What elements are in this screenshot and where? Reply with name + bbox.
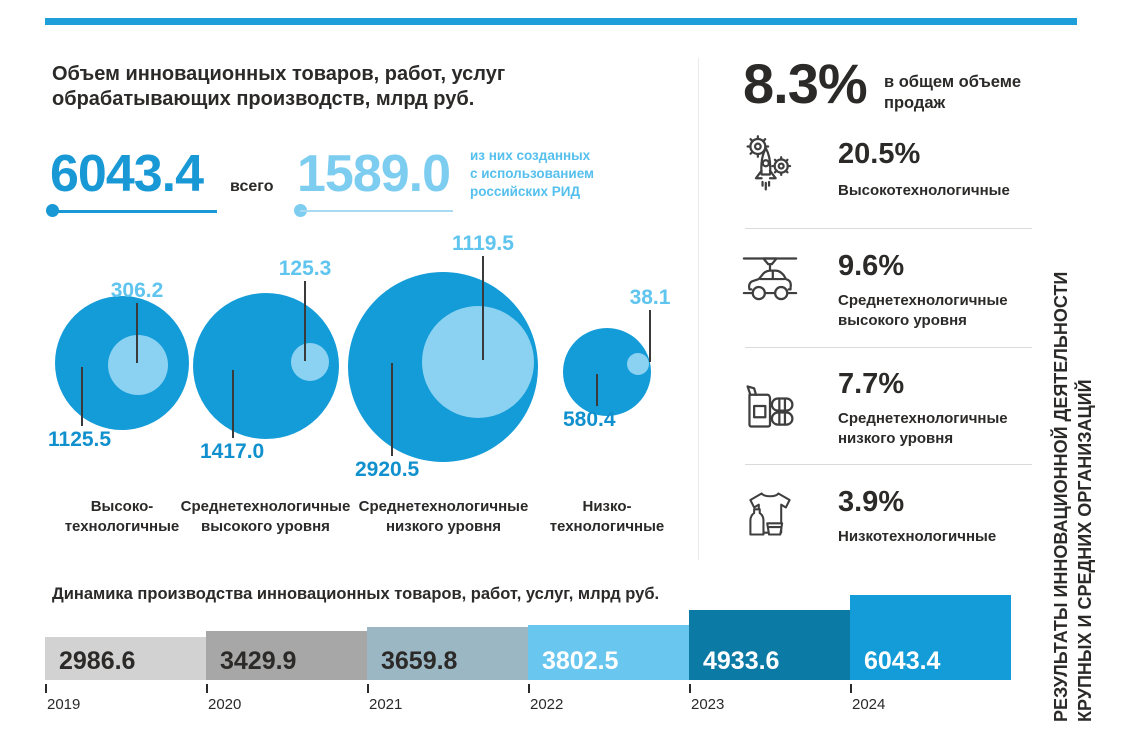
section-divider [698,58,699,560]
bar-2024: 6043.4 [850,595,1011,680]
bubble-rid-lowtech [627,353,649,375]
axis-year-label: 2019 [47,696,81,713]
bar-2022: 3802.5 [528,625,689,680]
bubble-category-label: Высоко- технологичные [64,498,180,536]
sidebar-caption-line1: РЕЗУЛЬТАТЫ ИННОВАЦИОННОЙ ДЕЯТЕЛЬНОСТИ [1051,271,1071,722]
bar-2023: 4933.6 [689,610,850,680]
sidebar-caption: РЕЗУЛЬТАТЫ ИННОВАЦИОННОЙ ДЕЯТЕЛЬНОСТИ КР… [1050,236,1098,722]
row-separator [745,464,1032,465]
leader-line [391,363,393,456]
top-accent-bar [45,18,1077,25]
bar-value: 6043.4 [864,647,941,675]
bubble-total-value: 2920.5 [355,458,420,481]
row-separator [745,347,1032,348]
axis-tick [206,684,208,693]
leader-line [596,374,598,406]
kpi-total-label: всего [230,178,274,195]
sidebar-caption-line2: КРУПНЫХ И СРЕДНИХ ОРГАНИЗАЦИЙ [1074,379,1095,722]
share-item-label: Среднетехнологичные низкого уровня [838,410,1008,448]
share-item-value: 9.6% [838,250,905,282]
bubble-rid-midtech-high [291,343,329,381]
consumer-goods-icon [742,486,798,547]
kpi-total-underline [52,210,217,213]
fuel-canister-icon [742,378,798,439]
share-headline-value: 8.3% [743,52,868,115]
share-item-value: 7.7% [838,368,905,400]
leader-line [232,370,234,438]
share-headline-label: в общем объеме продаж [884,73,1022,112]
bubble-rid-hightech [108,335,168,395]
leader-line [482,256,484,360]
bubble-total-value: 1417.0 [200,440,265,463]
leader-line [81,367,83,426]
kpi-total-value: 6043.4 [50,145,204,203]
axis-year-label: 2024 [852,696,886,713]
bar-2020: 3429.9 [206,631,367,680]
bar-value: 3802.5 [542,647,619,675]
axis-tick [528,684,530,693]
page-title: Объем инновационных товаров, работ, услу… [52,63,506,110]
share-item-label: Среднетехнологичные высокого уровня [838,292,1008,330]
leader-line [304,281,306,361]
bubble-total-value: 1125.5 [48,428,112,451]
bubble-rid-midtech-low [422,306,534,418]
kpi-rid-value: 1589.0 [297,145,451,203]
dynamics-title: Динамика производства инновационных това… [52,585,660,603]
rocket-gears-icon [742,134,798,205]
bubble-rid-value: 1119.5 [452,232,514,255]
bubble-category-label: Среднетехнологичные высокого уровня [180,498,351,536]
axis-year-label: 2020 [208,696,242,713]
bubble-total-value: 580.4 [563,408,616,431]
bar-value: 3659.8 [381,647,458,675]
bubble-category-label: Среднетехнологичные низкого уровня [358,498,529,536]
bar-value: 2986.6 [59,647,136,675]
axis-tick [45,684,47,693]
bar-2019: 2986.6 [45,637,206,680]
axis-tick [850,684,852,693]
leader-line [136,303,138,363]
axis-year-label: 2023 [691,696,725,713]
kpi-rid-label: из них созданных с использованием россий… [470,148,595,200]
axis-tick [367,684,369,693]
bubble-rid-value: 125.3 [278,257,332,280]
bubble-rid-value: 306.2 [110,279,164,302]
bar-2021: 3659.8 [367,627,528,680]
share-item-label: Высокотехнологичные [838,182,1010,199]
leader-line [649,310,651,362]
kpi-rid-underline [300,210,453,212]
share-item-label: Низкотехнологичные [838,528,997,545]
car-assembly-icon [742,252,798,313]
bar-value: 3429.9 [220,647,297,675]
axis-year-label: 2021 [369,696,403,713]
bubble-category-label: Низко- технологичные [549,498,665,536]
axis-year-label: 2022 [530,696,564,713]
share-item-value: 3.9% [838,486,905,518]
axis-tick [689,684,691,693]
row-separator [745,228,1032,229]
share-item-value: 20.5% [838,138,921,170]
bar-value: 4933.6 [703,647,780,675]
bubble-rid-value: 38.1 [629,286,671,309]
